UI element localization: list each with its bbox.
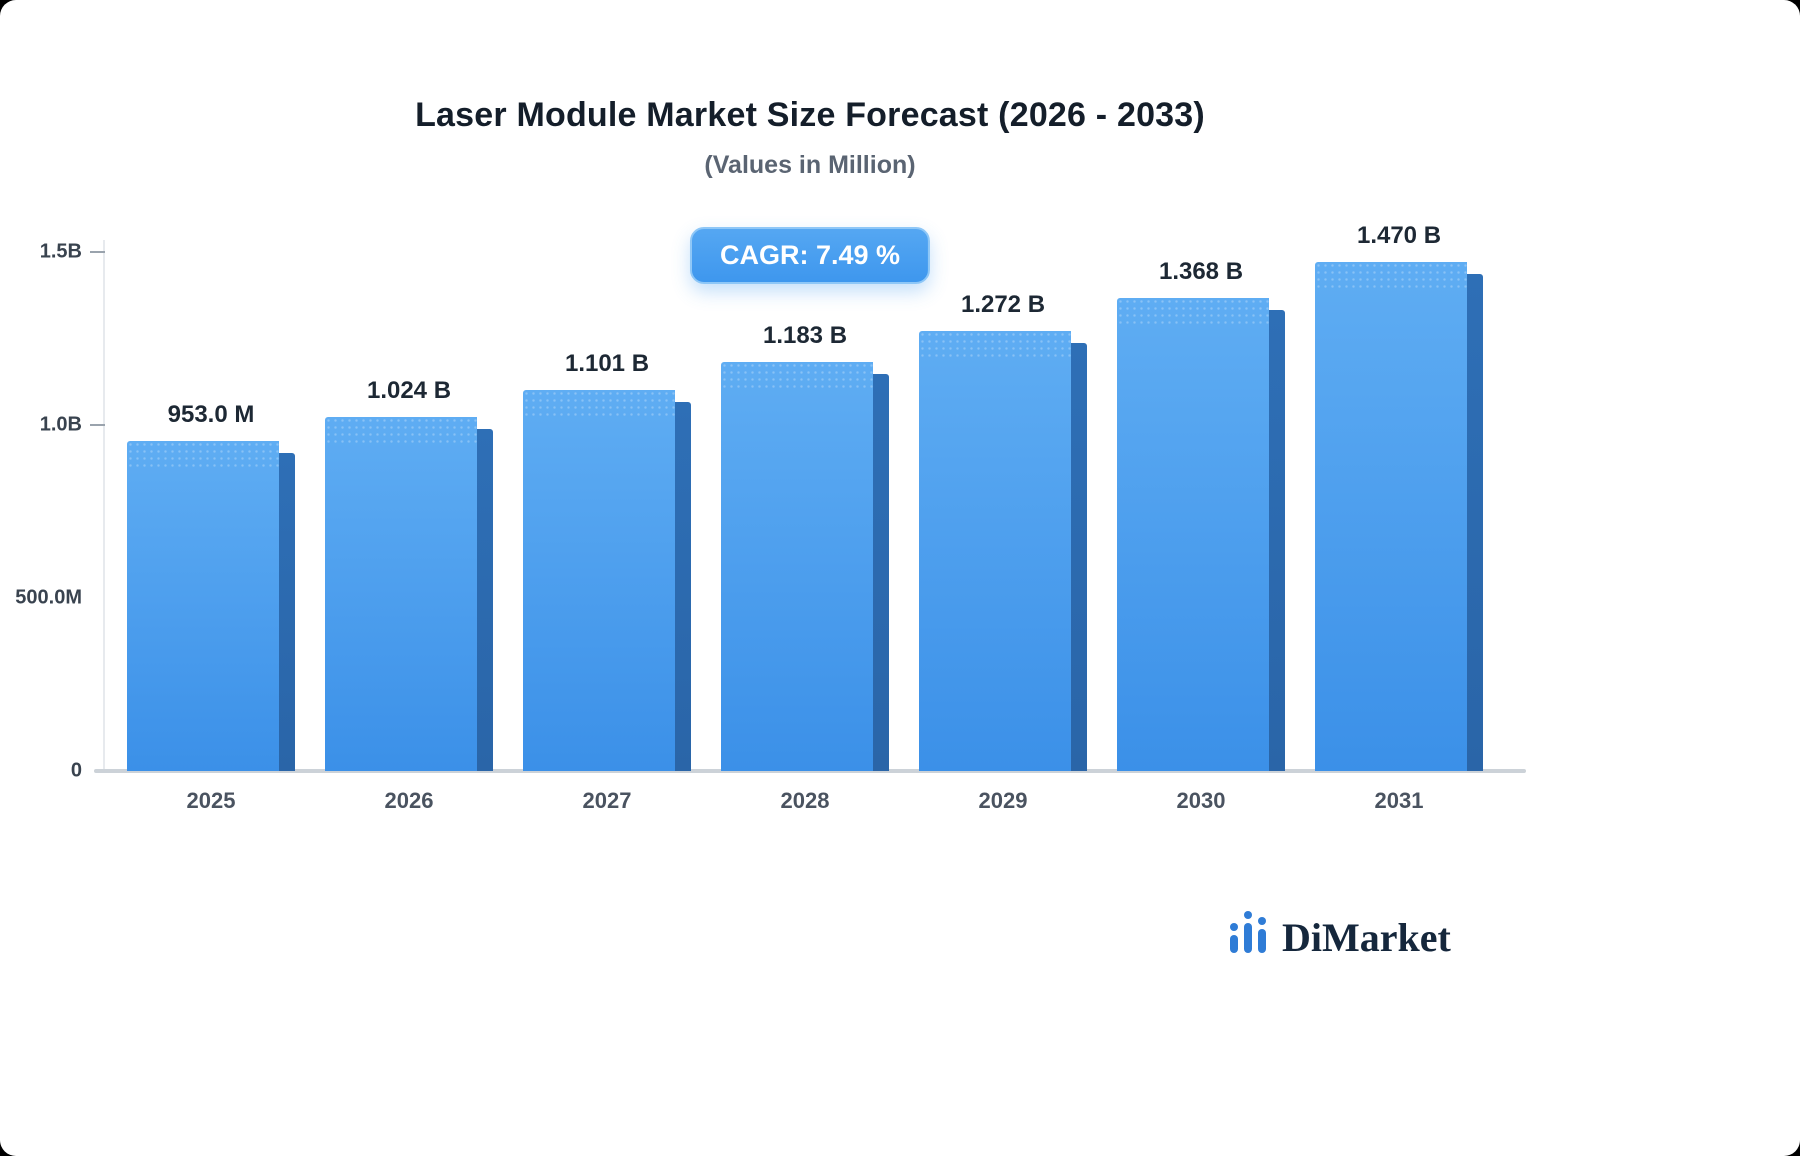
x-axis-label: 2025 <box>186 788 236 813</box>
y-axis-label: 500.0M <box>15 586 82 609</box>
bar-face <box>127 441 279 771</box>
brand-logo: DiMarket <box>1228 903 1451 958</box>
chart-title: Laser Module Market Size Forecast (2026 … <box>415 96 1205 134</box>
bar-2025: 953.0 M <box>127 401 295 771</box>
x-axis-label: 2027 <box>582 788 632 813</box>
x-axis-label: 2029 <box>978 788 1028 813</box>
bar-2026: 1.024 B <box>325 377 493 771</box>
x-axis-label: 2030 <box>1176 788 1226 813</box>
bar-side <box>1269 309 1285 771</box>
cagr-badge: CAGR: 7.49 % <box>689 227 931 284</box>
x-axis-label: 2028 <box>780 788 830 813</box>
brand-name: DiMarket <box>1282 915 1451 960</box>
bar-side <box>477 428 493 771</box>
bar-side <box>675 402 691 771</box>
bar-value-label: 1.101 B <box>564 350 650 378</box>
y-axis-line <box>103 240 105 771</box>
y-axis-label: 1.0B <box>39 413 82 436</box>
bar-face <box>721 361 873 771</box>
bar-face <box>919 330 1071 771</box>
bar-value-label: 1.470 B <box>1356 222 1442 250</box>
bar-face <box>1117 297 1269 771</box>
y-axis-label: 0 <box>70 759 82 782</box>
bar-value-label: 953.0 M <box>167 401 255 429</box>
bar-face <box>325 416 477 771</box>
bar-2028: 1.183 B <box>721 322 889 771</box>
bar-2030: 1.368 B <box>1117 258 1285 771</box>
bar-side <box>279 453 295 771</box>
x-axis-label: 2031 <box>1374 788 1424 813</box>
bar-2031: 1.470 B <box>1315 222 1483 771</box>
bar-side <box>1467 274 1483 771</box>
x-axis-label: 2026 <box>384 788 434 813</box>
brand-bars-icon <box>1228 903 1270 958</box>
bar-side <box>1071 342 1087 771</box>
x-axis-baseline <box>94 769 1526 773</box>
bar-face <box>1315 262 1467 771</box>
bar-2029: 1.272 B <box>919 291 1087 771</box>
bar-value-label: 1.024 B <box>366 376 452 404</box>
bar-face <box>523 390 675 771</box>
tick-dash <box>90 424 105 426</box>
chart-subtitle: (Values in Million) <box>704 151 916 179</box>
bar-value-label: 1.272 B <box>960 290 1046 318</box>
bar-value-label: 1.183 B <box>762 321 848 349</box>
bar-2027: 1.101 B <box>523 350 691 771</box>
y-axis-label: 1.5B <box>39 240 82 263</box>
bar-side <box>873 373 889 771</box>
chart-header: Laser Module Market Size Forecast (2026 … <box>100 0 1520 180</box>
bar-value-label: 1.368 B <box>1158 257 1244 285</box>
tick-dash <box>90 251 105 253</box>
